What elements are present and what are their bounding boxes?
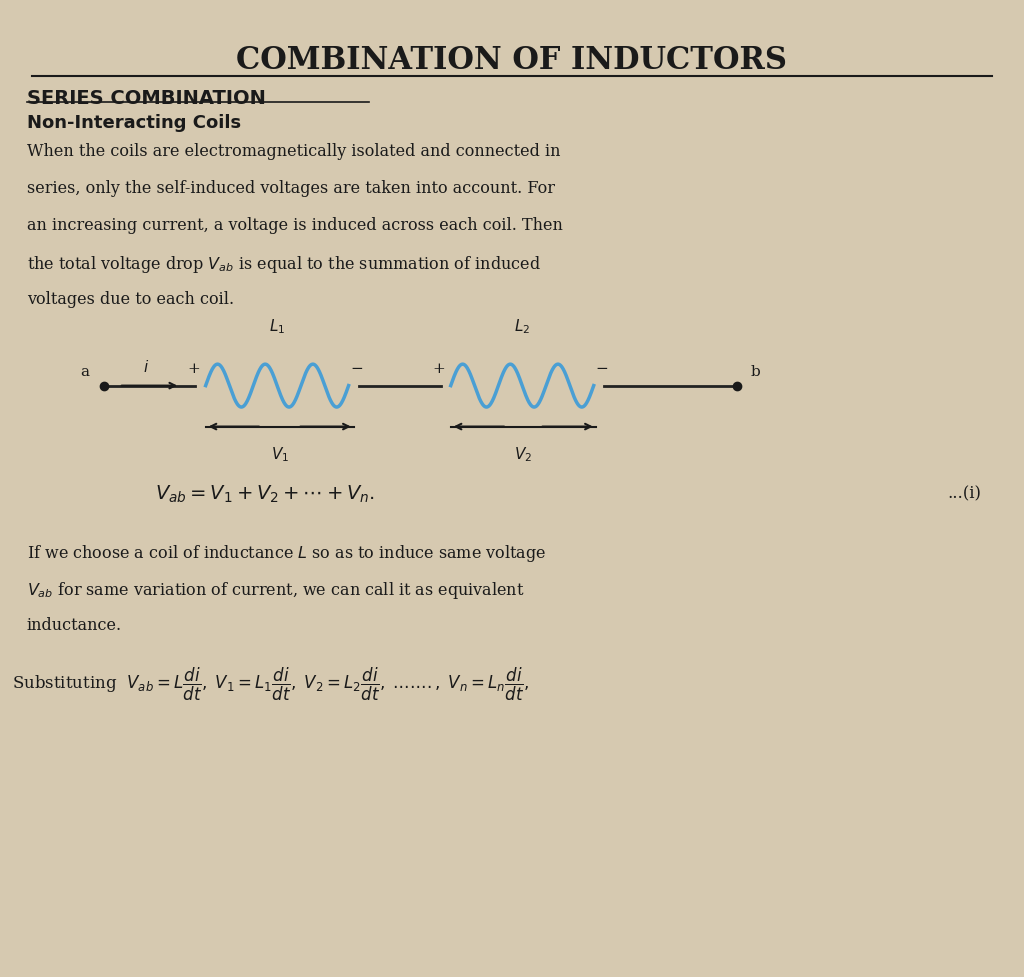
Text: series, only the self-induced voltages are taken into account. For: series, only the self-induced voltages a… <box>27 180 555 196</box>
Text: voltages due to each coil.: voltages due to each coil. <box>27 291 234 308</box>
Text: the total voltage drop $V_{ab}$ is equal to the summation of induced: the total voltage drop $V_{ab}$ is equal… <box>27 254 541 275</box>
Text: +: + <box>432 361 444 376</box>
Text: $V_1$: $V_1$ <box>270 445 289 463</box>
Text: a: a <box>81 364 90 378</box>
Text: ...(i): ...(i) <box>948 485 982 502</box>
Text: SERIES COMBINATION: SERIES COMBINATION <box>27 89 266 108</box>
Text: $L_2$: $L_2$ <box>514 317 530 335</box>
Text: If we choose a coil of inductance $L$ so as to induce same voltage: If we choose a coil of inductance $L$ so… <box>27 542 546 563</box>
Text: COMBINATION OF INDUCTORS: COMBINATION OF INDUCTORS <box>237 45 787 76</box>
Text: Substituting  $V_{ab} = L\dfrac{di}{dt},\; V_1 = L_1\dfrac{di}{dt},\; V_2 = L_2\: Substituting $V_{ab} = L\dfrac{di}{dt},\… <box>11 664 529 701</box>
Text: −: − <box>350 361 364 376</box>
Text: −: − <box>596 361 608 376</box>
Text: $V_{ab}$ for same variation of current, we can call it as equivalent: $V_{ab}$ for same variation of current, … <box>27 579 524 600</box>
Text: $V_{ab} = V_1 + V_2 + \cdots + V_n.$: $V_{ab} = V_1 + V_2 + \cdots + V_n.$ <box>155 483 375 504</box>
Text: Non-Interacting Coils: Non-Interacting Coils <box>27 113 241 131</box>
Text: $i$: $i$ <box>143 359 150 374</box>
Text: +: + <box>187 361 200 376</box>
Text: $V_2$: $V_2$ <box>514 445 532 463</box>
Text: $L_1$: $L_1$ <box>269 317 286 335</box>
Text: b: b <box>751 364 760 378</box>
Text: inductance.: inductance. <box>27 616 122 633</box>
Text: an increasing current, a voltage is induced across each coil. Then: an increasing current, a voltage is indu… <box>27 217 563 234</box>
Text: When the coils are electromagnetically isolated and connected in: When the coils are electromagnetically i… <box>27 143 560 159</box>
